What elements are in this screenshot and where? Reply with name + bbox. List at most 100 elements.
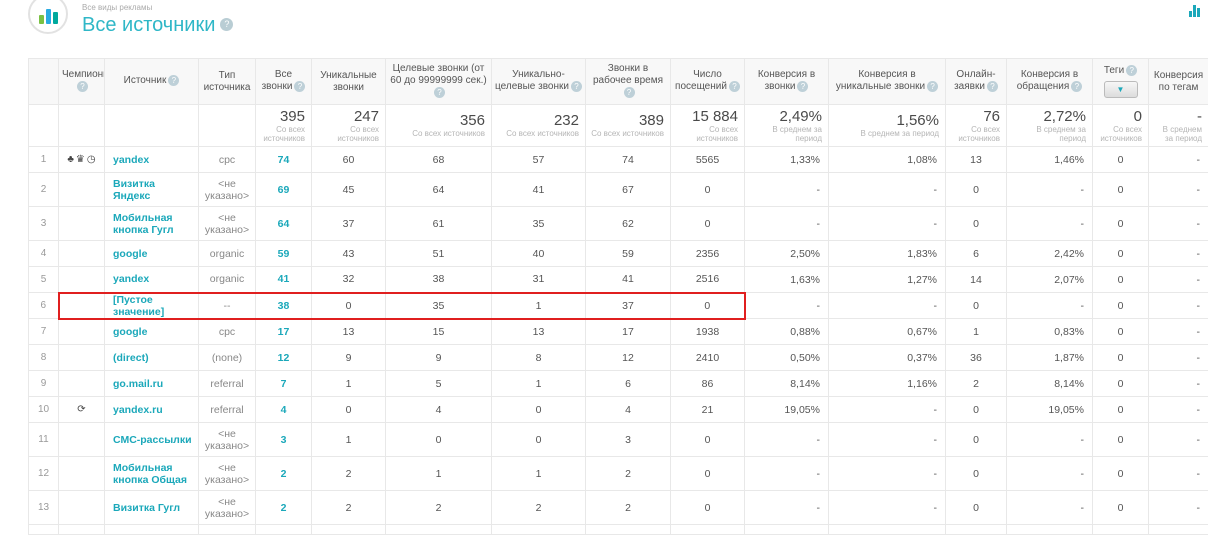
conv-unique-calls-cell: -: [828, 456, 946, 491]
table-row: 9 go.mail.ru referral 7 1 5 1 6 86 8,14% 1,16% 2 8,1…: [28, 370, 1208, 397]
column-header-tags[interactable]: Теги? ▼: [1092, 58, 1149, 105]
conv-unique-calls-cell: 0,67%: [828, 318, 946, 345]
column-header-target_calls[interactable]: Целевые звонки (от 60 до 99999999 сек.)?: [385, 58, 492, 105]
all-calls-link[interactable]: 3: [280, 433, 287, 446]
column-header-conv_requests[interactable]: Конверсия в обращения?: [1006, 58, 1093, 105]
total-sublabel: Со всех источников: [1100, 124, 1142, 143]
column-header-visits[interactable]: Число посещений?: [670, 58, 745, 105]
conv-requests-cell: 0,83%: [1006, 318, 1093, 345]
all-calls-link[interactable]: 64: [277, 217, 290, 230]
help-icon[interactable]: ?: [986, 81, 998, 93]
source-link[interactable]: google: [113, 247, 148, 260]
column-header-all_calls[interactable]: Все звонки?: [255, 58, 312, 105]
help-icon[interactable]: ?: [294, 81, 306, 93]
help-icon[interactable]: ?: [927, 81, 939, 93]
all-calls-link[interactable]: 4: [280, 403, 287, 416]
total-worktime_calls: 389 Со всех источников: [585, 104, 671, 147]
source-link[interactable]: СМС-рассылки: [113, 433, 192, 446]
source-link[interactable]: yandex.ru: [113, 403, 163, 416]
visits-cell: 2410: [670, 344, 745, 371]
help-icon[interactable]: ?: [623, 87, 635, 99]
help-icon[interactable]: ?: [570, 81, 582, 93]
online-requests-cell: 1: [945, 318, 1007, 345]
column-header-conv_tags[interactable]: Конверсия по тегам: [1148, 58, 1208, 105]
conv-calls-cell: -: [744, 172, 829, 207]
conv-calls-cell: 2,50%: [744, 240, 829, 267]
column-label: Конверсия по тегам: [1153, 69, 1204, 93]
conv-requests-cell: -: [1006, 292, 1093, 319]
title-help-icon[interactable]: ?: [220, 18, 234, 31]
unique-calls-cell: 9: [311, 344, 386, 371]
conv-tags-cell: -: [1148, 396, 1208, 423]
source-link[interactable]: Мобильная кнопка Гугл: [113, 211, 174, 236]
all-calls-link[interactable]: 74: [277, 153, 290, 166]
all-calls-link[interactable]: 7: [280, 377, 287, 390]
source-link[interactable]: Визитка Гугл: [113, 501, 181, 514]
all-calls-cell: 2: [255, 456, 312, 491]
chart-icon[interactable]: [1189, 5, 1200, 17]
row-number-header: [28, 58, 59, 105]
all-calls-link[interactable]: 12: [277, 351, 290, 364]
conv-requests-cell: 2,42%: [1006, 240, 1093, 267]
table-row: 2 Визитка Яндекс <не указано> 69 45 64 41 67 0- -…: [28, 172, 1208, 207]
source-type-cell: referral: [198, 396, 256, 423]
source-link[interactable]: yandex: [113, 153, 150, 166]
column-header-unique_calls[interactable]: Уникальные звонки: [311, 58, 386, 105]
breadcrumb: Все виды рекламы: [82, 3, 153, 12]
help-icon[interactable]: ?: [1071, 81, 1083, 93]
conv-unique-calls-cell: 1,83%: [828, 240, 946, 267]
column-header-worktime_calls[interactable]: Звонки в рабочее время?: [585, 58, 671, 105]
source-link[interactable]: Мобильная кнопка Общая: [113, 461, 187, 486]
source-link[interactable]: [Пустое значение]: [113, 293, 165, 318]
column-header-champions[interactable]: Чемпионы?: [58, 58, 105, 105]
help-icon[interactable]: ?: [728, 81, 740, 93]
help-icon[interactable]: ?: [797, 81, 809, 93]
column-header-source[interactable]: Источник?: [104, 58, 199, 105]
tags-filter-button[interactable]: ▼: [1103, 80, 1138, 98]
source-link[interactable]: (direct): [113, 351, 149, 364]
column-header-conv_unique_calls[interactable]: Конверсия в уникальные звонки?: [828, 58, 946, 105]
all-calls-link[interactable]: 69: [277, 183, 290, 196]
help-icon[interactable]: ?: [1126, 65, 1138, 77]
all-calls-link[interactable]: 2: [280, 467, 287, 480]
table-row: 1 ♣ ♛ ◷ yandex cpc 74 60 68 57 74 5565 1,33% 1,08% 13 1…: [28, 146, 1208, 173]
source-link[interactable]: google: [113, 325, 148, 338]
all-calls-cell: 7: [255, 370, 312, 397]
app-logo: [28, 0, 68, 34]
source-link[interactable]: yandex: [113, 273, 150, 286]
help-icon[interactable]: ?: [77, 81, 88, 93]
online-requests-cell: 0: [945, 490, 1007, 525]
column-header-unique_target_calls[interactable]: Уникально-целевые звонки?: [491, 58, 586, 105]
column-header-source_type[interactable]: Тип источника: [198, 58, 256, 105]
column-header-online_requests[interactable]: Онлайн-заявки?: [945, 58, 1007, 105]
row-number: 8: [28, 344, 59, 371]
column-label: Конверсия в уникальные звонки: [835, 69, 926, 93]
total-sublabel: Со всех источников: [506, 129, 579, 138]
total-sublabel: Со всех источников: [591, 129, 664, 138]
unique-calls-cell: 60: [311, 146, 386, 173]
source-type-cell: organic: [198, 266, 256, 293]
target-calls-cell: 2: [385, 490, 492, 525]
unique-calls-cell: 2: [311, 456, 386, 491]
conv-calls-cell: 0,88%: [744, 318, 829, 345]
all-calls-link[interactable]: 17: [277, 325, 290, 338]
all-calls-link[interactable]: 41: [277, 273, 290, 286]
unique-calls-cell: 45: [311, 172, 386, 207]
column-header-conv_calls[interactable]: Конверсия в звонки?: [744, 58, 829, 105]
unique-target-calls-cell: 31: [491, 266, 586, 293]
row-number: 12: [28, 456, 59, 491]
all-calls-link[interactable]: 38: [277, 299, 290, 312]
row-number: 13: [28, 490, 59, 525]
all-calls-link[interactable]: 2: [280, 501, 287, 514]
table-row: 6 [Пустое значение] -- 38 0 35 1 37 0- -0-0-: [28, 291, 1208, 320]
source-link[interactable]: go.mail.ru: [113, 377, 164, 390]
help-icon[interactable]: ?: [434, 87, 445, 99]
all-calls-cell: 59: [255, 240, 312, 267]
worktime-calls-cell: 59: [585, 240, 671, 267]
all-calls-link[interactable]: 59: [277, 247, 290, 260]
source-link[interactable]: Визитка Яндекс: [113, 177, 155, 202]
source-type-cell: <не указано>: [198, 422, 256, 457]
help-icon[interactable]: ?: [168, 75, 180, 87]
unique-calls-cell: 32: [311, 266, 386, 293]
